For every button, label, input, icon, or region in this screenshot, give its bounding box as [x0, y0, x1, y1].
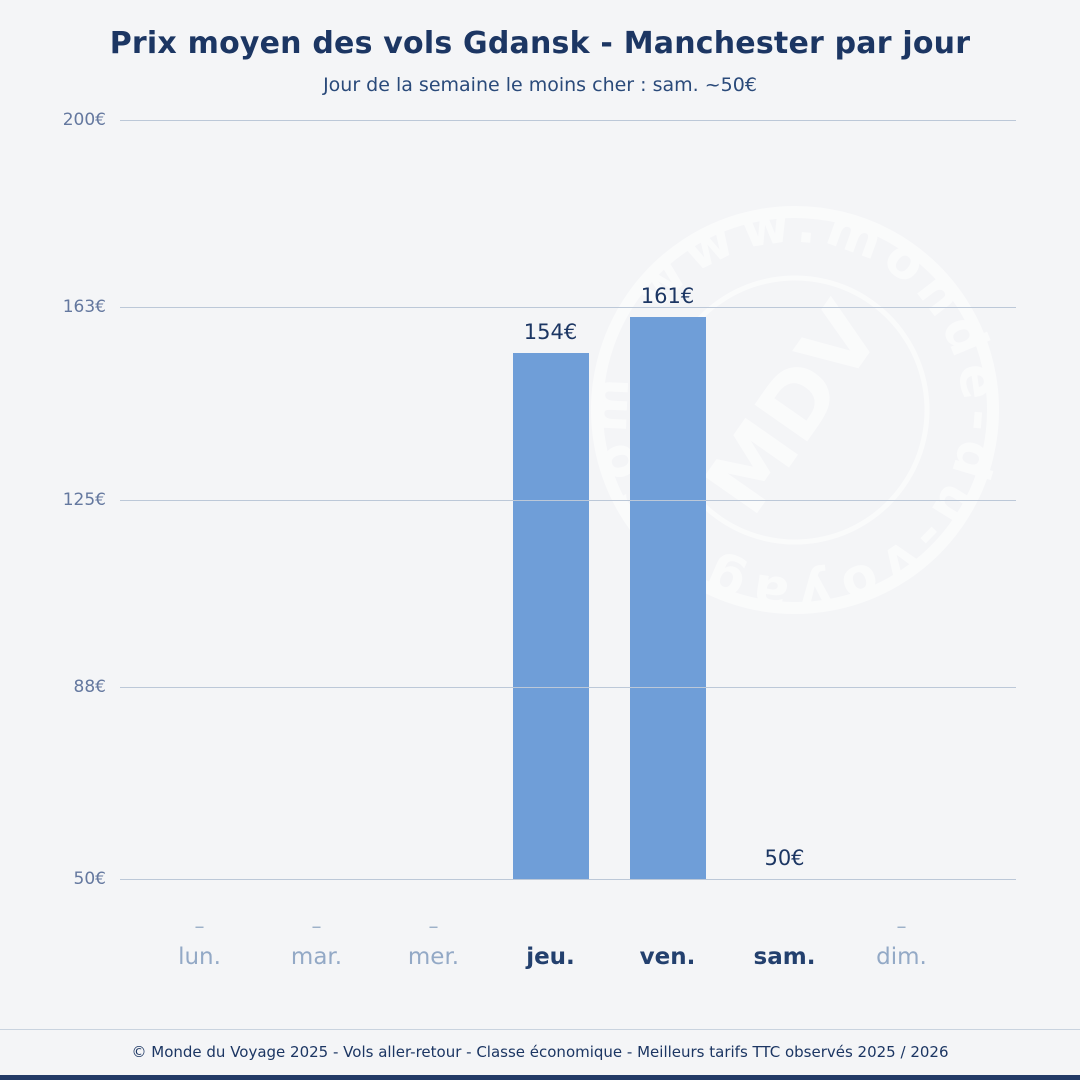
- chart-title: Prix moyen des vols Gdansk - Manchester …: [109, 26, 971, 61]
- gridline: 200€: [63, 110, 1016, 130]
- chart-subtitle: Jour de la semaine le moins cher : sam. …: [323, 74, 757, 96]
- bar-slot-jeu: 154€: [492, 120, 609, 879]
- x-axis-label-sam: sam.: [753, 944, 816, 970]
- y-axis-tick-label: 163€: [62, 297, 106, 318]
- bar-slot-ven: 161€: [609, 120, 726, 879]
- x-axis-slot-ven: ven.: [609, 880, 726, 1010]
- x-axis-label-lun: lun.: [178, 944, 221, 970]
- gridline: 163€: [63, 297, 1016, 317]
- no-data-dash: –: [194, 914, 205, 938]
- bar-jeu[interactable]: [512, 352, 589, 879]
- bar-ven[interactable]: [629, 317, 706, 879]
- no-data-dash: –: [311, 914, 322, 938]
- x-axis-label-jeu: jeu.: [526, 944, 575, 970]
- y-axis-tick-label: 50€: [73, 869, 106, 889]
- bar-value-label-ven: 161€: [640, 284, 695, 309]
- x-axis-slot-sam: sam.: [726, 880, 843, 1010]
- gridline: 125€: [63, 490, 1016, 510]
- footer: © Monde du Voyage 2025 - Vols aller-reto…: [0, 1029, 1080, 1080]
- y-axis-tick-label: 125€: [62, 489, 106, 510]
- plot-area: 154€ 161€ 50€ 200€ 163€ 125€ 88€ 50€: [63, 110, 1016, 889]
- x-axis-slot-dim: – dim.: [843, 880, 960, 1010]
- bar-slot-sam: 50€: [726, 120, 843, 879]
- gridline: 50€: [74, 869, 1016, 889]
- y-axis-tick-label: 200€: [62, 110, 106, 130]
- x-axis-label-mar: mar.: [290, 944, 343, 970]
- footer-divider: [0, 1029, 1080, 1030]
- x-axis-slot-mar: – mar.: [258, 880, 375, 1010]
- bar-band: 154€ 161€ 50€: [141, 120, 960, 879]
- no-data-dash: –: [428, 914, 439, 938]
- y-axis-tick-label: 88€: [73, 676, 106, 697]
- x-axis-slot-lun: – lun.: [141, 880, 258, 1010]
- x-axis-label-dim: dim.: [876, 944, 927, 970]
- x-axis: – lun. – mar. – mer. jeu. ven. sam. – dim.: [141, 880, 960, 1010]
- gridline: 88€: [74, 677, 1016, 697]
- bar-value-label-jeu: 154€: [523, 319, 578, 344]
- x-axis-slot-mer: – mer.: [375, 880, 492, 1010]
- x-axis-label-mer: mer.: [407, 944, 460, 970]
- footer-text: © Monde du Voyage 2025 - Vols aller-reto…: [131, 1043, 949, 1061]
- no-data-dash: –: [896, 914, 907, 938]
- footer-accent-bar: [0, 1075, 1080, 1080]
- x-axis-slot-jeu: jeu.: [492, 880, 609, 1010]
- x-axis-label-ven: ven.: [639, 944, 696, 970]
- bar-value-label-sam: 50€: [764, 846, 805, 870]
